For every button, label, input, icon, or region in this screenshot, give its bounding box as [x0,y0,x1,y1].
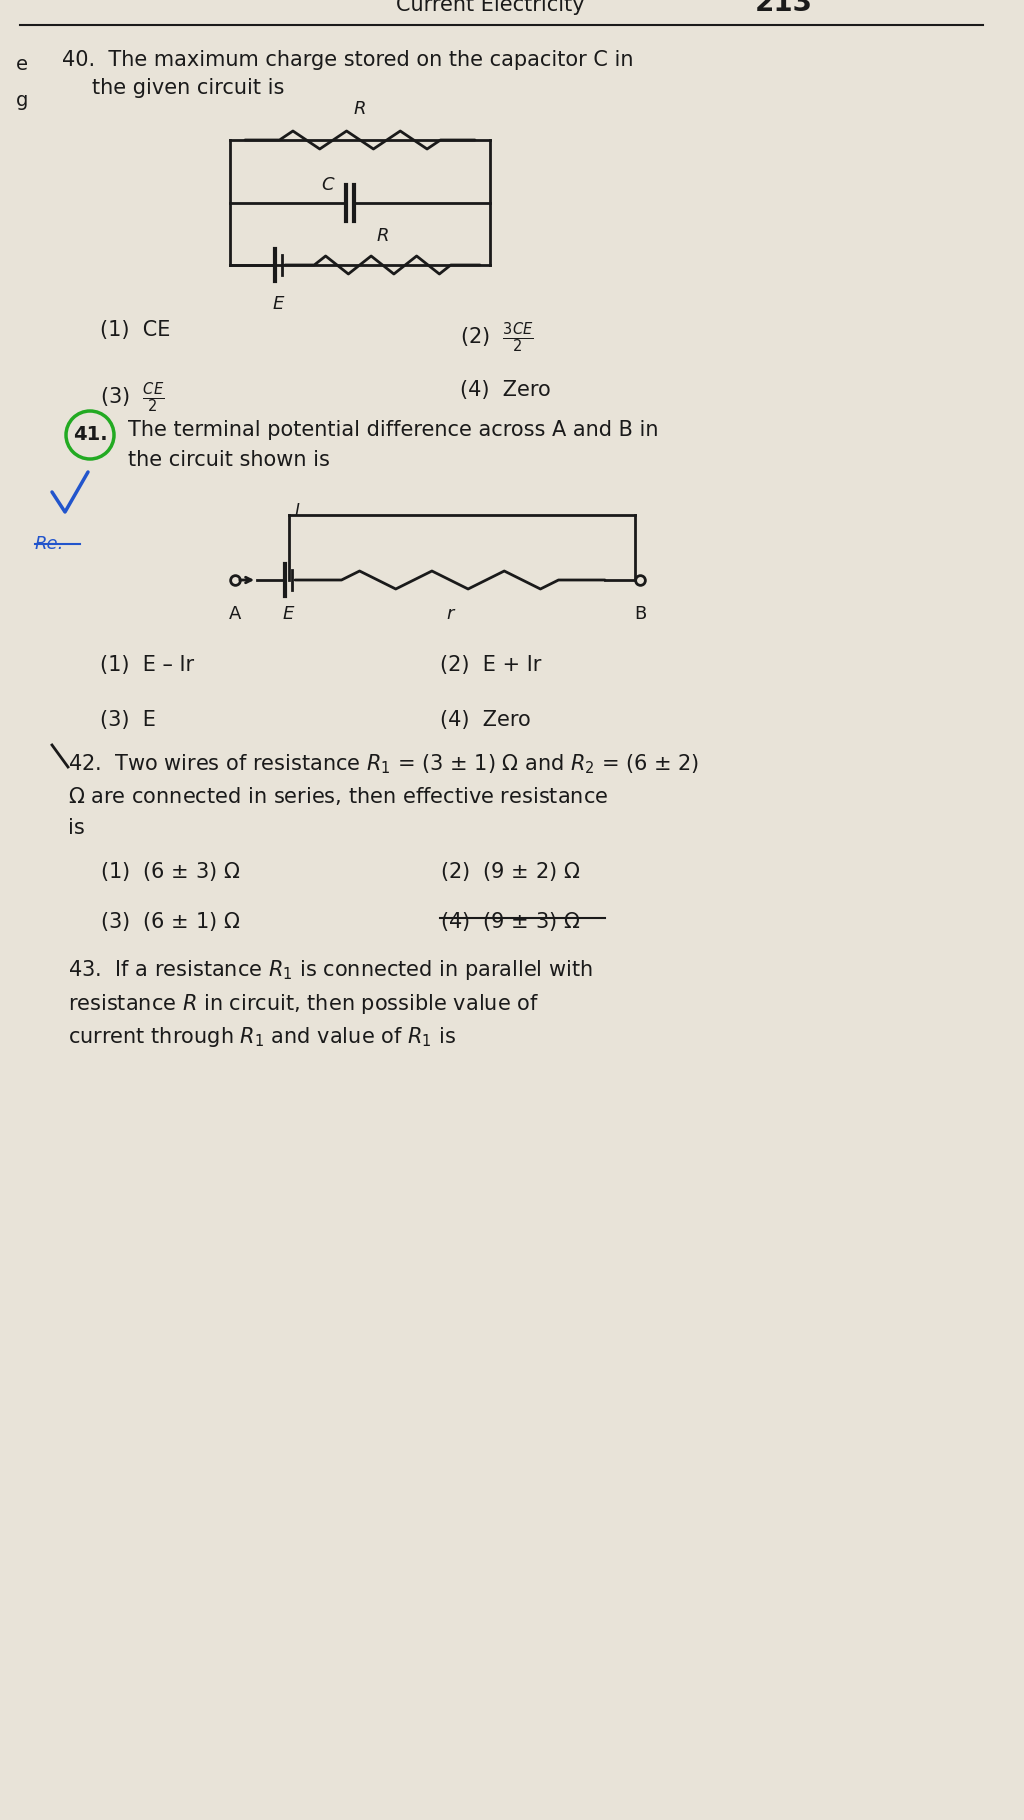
Text: 213: 213 [755,0,813,16]
Text: the circuit shown is: the circuit shown is [128,450,330,470]
Text: I: I [295,502,299,521]
Text: (2)  $\frac{3CE}{2}$: (2) $\frac{3CE}{2}$ [460,320,534,355]
Text: E: E [283,604,294,622]
Text: 40.  The maximum charge stored on the capacitor C in: 40. The maximum charge stored on the cap… [62,49,634,69]
Text: g: g [15,91,29,109]
Text: resistance $R$ in circuit, then possible value of: resistance $R$ in circuit, then possible… [68,992,540,1016]
Text: 43.  If a resistance $R_1$ is connected in parallel with: 43. If a resistance $R_1$ is connected i… [68,957,593,983]
Text: C: C [322,177,334,195]
Text: R: R [376,228,389,246]
Text: Current Electricity: Current Electricity [395,0,585,15]
Text: (1)  E – Ir: (1) E – Ir [100,655,195,675]
Text: E: E [272,295,284,313]
Text: 41.: 41. [73,426,108,444]
Text: Re.: Re. [35,535,65,553]
Text: R: R [353,100,367,118]
Text: B: B [634,604,646,622]
Text: $\Omega$ are connected in series, then effective resistance: $\Omega$ are connected in series, then e… [68,784,608,806]
Text: (4)  (9 $\pm$ 3) $\Omega$: (4) (9 $\pm$ 3) $\Omega$ [440,910,581,934]
Text: (1)  (6 $\pm$ 3) $\Omega$: (1) (6 $\pm$ 3) $\Omega$ [100,861,241,883]
Text: the given circuit is: the given circuit is [92,78,285,98]
Text: (2)  E + Ir: (2) E + Ir [440,655,542,675]
Text: (3)  $\frac{CE}{2}$: (3) $\frac{CE}{2}$ [100,380,164,415]
Text: 42.  Two wires of resistance $R_1$ = (3 $\pm$ 1) $\Omega$ and $R_2$ = (6 $\pm$ 2: 42. Two wires of resistance $R_1$ = (3 $… [68,752,699,775]
Text: is: is [68,817,85,837]
Text: (3)  (6 $\pm$ 1) $\Omega$: (3) (6 $\pm$ 1) $\Omega$ [100,910,241,934]
Text: e: e [16,55,28,75]
Text: (1)  CE: (1) CE [100,320,170,340]
Text: (3)  E: (3) E [100,710,156,730]
Text: The terminal potential difference across A and B in: The terminal potential difference across… [128,420,658,440]
Text: (4)  Zero: (4) Zero [440,710,530,730]
Text: r: r [446,604,454,622]
Text: current through $R_1$ and value of $R_1$ is: current through $R_1$ and value of $R_1$… [68,1025,456,1048]
Text: (4)  Zero: (4) Zero [460,380,551,400]
Text: (2)  (9 $\pm$ 2) $\Omega$: (2) (9 $\pm$ 2) $\Omega$ [440,861,581,883]
Text: A: A [228,604,242,622]
